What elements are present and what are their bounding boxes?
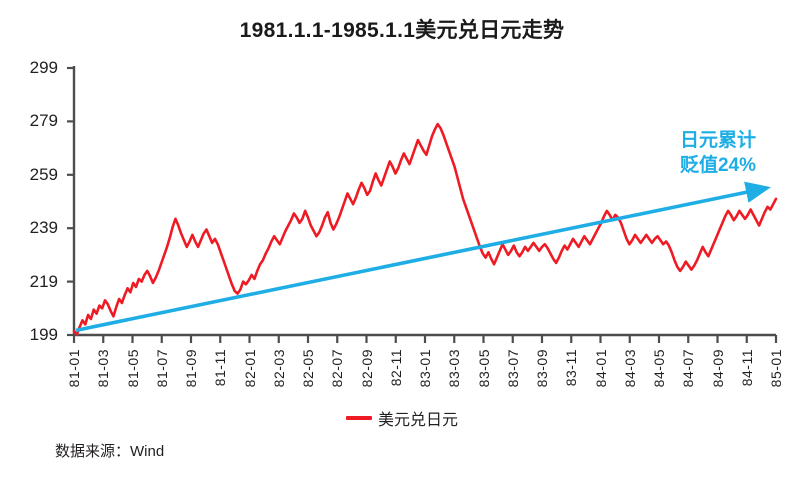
x-tick-label: 84-07 (680, 349, 697, 388)
x-tick-label: 81-03 (95, 349, 112, 388)
x-tick-label: 81-07 (153, 349, 170, 388)
y-axis-ticks (67, 66, 74, 337)
x-tick-label: 84-01 (592, 349, 609, 388)
x-tick-label: 84-09 (709, 349, 726, 388)
x-tick-label: 83-11 (563, 349, 580, 387)
x-tick-label: 82-11 (387, 349, 404, 387)
y-tick-label: 279 (29, 111, 58, 131)
x-tick-label: 82-05 (300, 349, 316, 388)
x-tick-label: 82-09 (358, 349, 375, 388)
x-tick-label: 83-03 (446, 349, 463, 388)
x-tick-label: 83-05 (475, 349, 492, 388)
x-tick-label: 81-11 (212, 349, 229, 387)
x-tick-label: 84-03 (621, 349, 638, 388)
data-source-note: 数据来源：Wind (55, 443, 165, 460)
x-tick-label: 82-01 (241, 349, 258, 388)
x-tick-label: 84-05 (651, 349, 667, 388)
x-tick-label: 82-07 (329, 349, 346, 388)
y-tick-label: 239 (29, 218, 58, 238)
x-tick-label: 83-09 (534, 349, 550, 388)
y-tick-label: 259 (29, 164, 58, 184)
legend-swatch-usdjpy (345, 416, 372, 420)
y-tick-label: 199 (29, 325, 58, 344)
x-tick-label: 82-03 (270, 349, 287, 388)
series-line-usdjpy (72, 122, 778, 336)
x-tick-label: 81-05 (124, 349, 141, 388)
chart-title: 1981.1.1-1985.1.1美元兑日元走势 (239, 19, 565, 42)
y-axis-labels: 199 219 239 259 279 299 (12, 0, 58, 500)
annotation-line-1: 日元累计 (679, 130, 756, 151)
x-tick-label: 81-01 (66, 349, 82, 388)
x-tick-label: 83-01 (417, 349, 433, 388)
annotation-line-2: 贬值24% (679, 155, 757, 176)
y-tick-label: 219 (29, 271, 58, 291)
x-tick-label: 84-11 (738, 349, 755, 387)
x-axis-ticks (72, 335, 778, 343)
x-tick-label: 83-07 (504, 349, 521, 388)
y-tick-label: 299 (29, 58, 58, 77)
chart-legend: 美元兑日元 (0, 406, 804, 430)
x-tick-label: 81-09 (183, 349, 199, 388)
trend-arrow (75, 181, 771, 333)
trend-annotation: 日元累计 贬值24% (648, 128, 788, 178)
legend-label-usdjpy: 美元兑日元 (377, 412, 458, 429)
x-tick-label: 85-01 (768, 349, 784, 388)
